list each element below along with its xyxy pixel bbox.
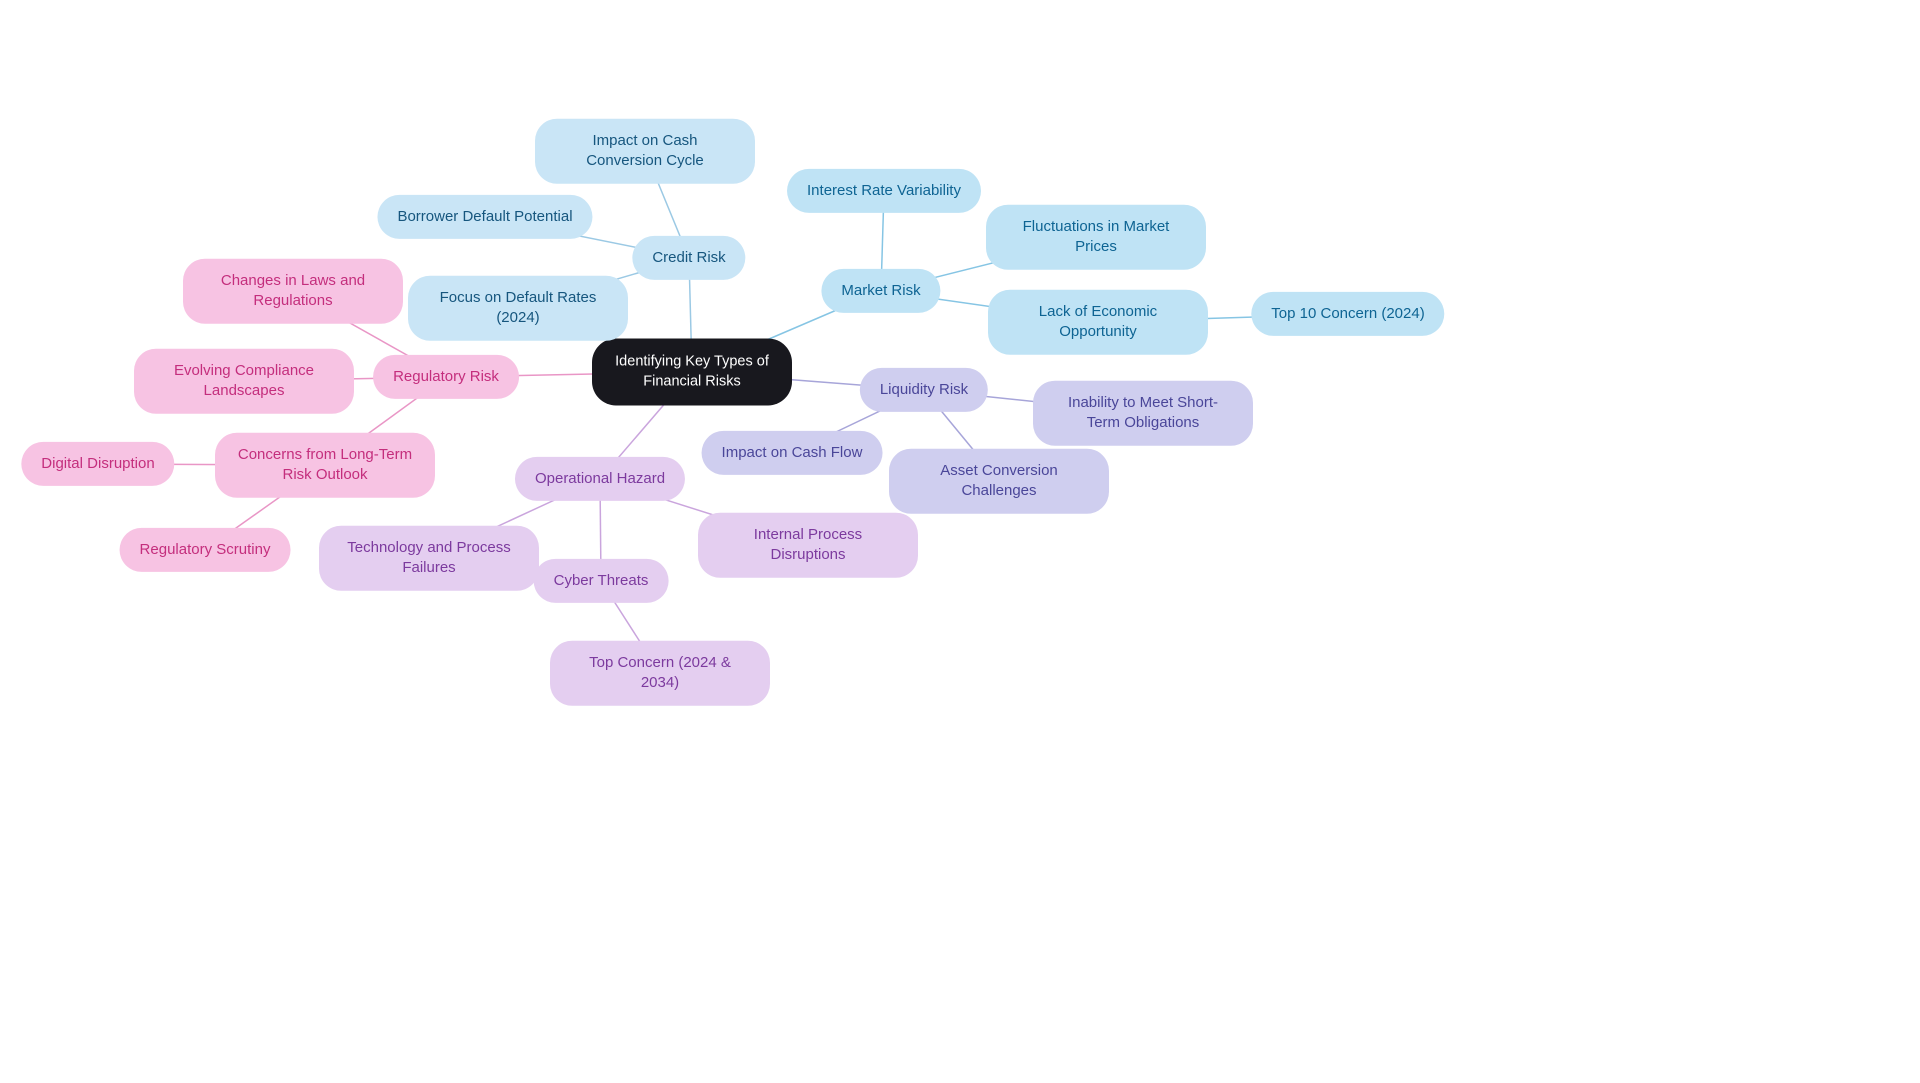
node-label: Technology and Process Failures <box>339 538 519 579</box>
node-operational_c1: Internal Process Disruptions <box>698 513 918 578</box>
node-label: Borrower Default Potential <box>397 207 572 227</box>
node-market_c1: Interest Rate Variability <box>787 169 981 213</box>
node-label: Credit Risk <box>652 248 725 268</box>
node-label: Fluctuations in Market Prices <box>1006 217 1186 258</box>
node-regulatory_c3: Concerns from Long-Term Risk Outlook <box>215 433 435 498</box>
node-label: Changes in Laws and Regulations <box>203 271 383 312</box>
node-label: Top 10 Concern (2024) <box>1271 304 1424 324</box>
node-operational_c3: Technology and Process Failures <box>319 526 539 591</box>
node-regulatory_c2: Evolving Compliance Landscapes <box>134 349 354 414</box>
node-regulatory_c3b: Regulatory Scrutiny <box>120 528 291 572</box>
node-regulatory_c3a: Digital Disruption <box>21 442 174 486</box>
node-label: Asset Conversion Challenges <box>909 461 1089 502</box>
node-label: Evolving Compliance Landscapes <box>154 361 334 402</box>
node-liquidity_c1: Inability to Meet Short-Term Obligations <box>1033 381 1253 446</box>
node-market_c3a: Top 10 Concern (2024) <box>1251 292 1444 336</box>
node-operational: Operational Hazard <box>515 457 685 501</box>
node-label: Market Risk <box>841 281 920 301</box>
node-credit_c1: Impact on Cash Conversion Cycle <box>535 119 755 184</box>
node-label: Regulatory Scrutiny <box>140 540 271 560</box>
node-credit: Credit Risk <box>632 236 745 280</box>
node-label: Impact on Cash Flow <box>722 443 863 463</box>
node-label: Top Concern (2024 & 2034) <box>570 653 750 694</box>
node-market_c3: Lack of Economic Opportunity <box>988 290 1208 355</box>
node-credit_c2: Borrower Default Potential <box>377 195 592 239</box>
node-liquidity_c2: Asset Conversion Challenges <box>889 449 1109 514</box>
node-operational_c2: Cyber Threats <box>534 559 669 603</box>
node-label: Liquidity Risk <box>880 380 968 400</box>
node-credit_c3: Focus on Default Rates (2024) <box>408 276 628 341</box>
node-market_c2: Fluctuations in Market Prices <box>986 205 1206 270</box>
node-liquidity: Liquidity Risk <box>860 368 988 412</box>
node-liquidity_c3: Impact on Cash Flow <box>702 431 883 475</box>
node-label: Internal Process Disruptions <box>718 525 898 566</box>
node-label: Identifying Key Types of Financial Risks <box>614 352 770 391</box>
node-label: Lack of Economic Opportunity <box>1008 302 1188 343</box>
node-label: Operational Hazard <box>535 469 665 489</box>
node-label: Digital Disruption <box>41 454 154 474</box>
node-label: Concerns from Long-Term Risk Outlook <box>235 445 415 486</box>
node-label: Interest Rate Variability <box>807 181 961 201</box>
node-label: Regulatory Risk <box>393 367 499 387</box>
node-root: Identifying Key Types of Financial Risks <box>592 338 792 405</box>
node-market: Market Risk <box>821 269 940 313</box>
node-label: Focus on Default Rates (2024) <box>428 288 608 329</box>
node-label: Impact on Cash Conversion Cycle <box>555 131 735 172</box>
node-label: Inability to Meet Short-Term Obligations <box>1053 393 1233 434</box>
node-regulatory: Regulatory Risk <box>373 355 519 399</box>
node-regulatory_c1: Changes in Laws and Regulations <box>183 259 403 324</box>
node-label: Cyber Threats <box>554 571 649 591</box>
node-operational_c2a: Top Concern (2024 & 2034) <box>550 641 770 706</box>
